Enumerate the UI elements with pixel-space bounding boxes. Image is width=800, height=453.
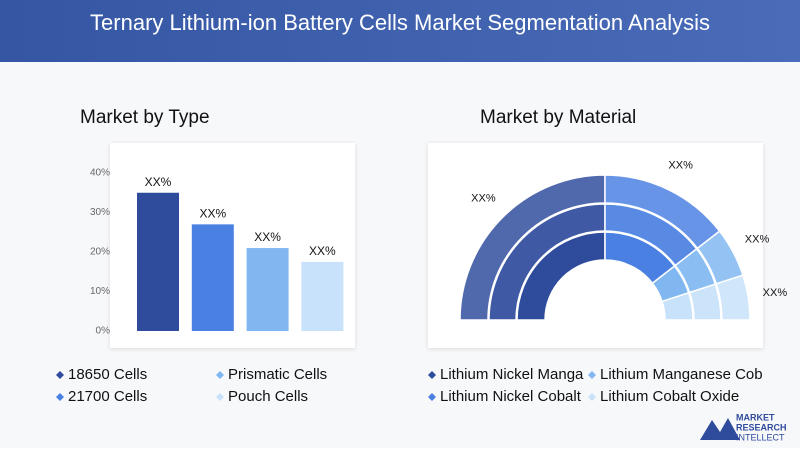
legend-marker <box>56 371 64 379</box>
page-title: Ternary Lithium-ion Battery Cells Market… <box>90 10 710 35</box>
logo-mark <box>700 418 740 440</box>
chart-title: Market by Material <box>480 107 636 128</box>
arc-segment <box>715 274 751 321</box>
data-label: XX% <box>745 233 770 245</box>
logo-text: MARKET <box>736 412 775 422</box>
legend-marker <box>216 393 224 401</box>
logo-text: INTELLECT <box>736 432 785 442</box>
logo: MARKET RESEARCH INTELLECT <box>700 412 787 442</box>
bar <box>191 224 234 331</box>
legend-label: 21700 Cells <box>68 388 147 405</box>
y-tick-label: 0% <box>96 326 111 337</box>
legend-label: Lithium Manganese Cob <box>600 366 763 383</box>
data-label: XX% <box>668 159 693 171</box>
legend-label: Lithium Nickel Cobalt <box>440 388 582 405</box>
legend-marker <box>428 393 436 401</box>
chart-title: Market by Type <box>80 107 210 128</box>
arc-segment <box>661 291 694 321</box>
data-label: XX% <box>145 175 172 189</box>
data-label: XX% <box>254 230 281 244</box>
data-label: XX% <box>763 287 788 299</box>
legend-marker <box>56 393 64 401</box>
bar <box>246 248 289 331</box>
data-label: XX% <box>309 244 336 258</box>
data-label: XX% <box>471 192 496 204</box>
legend-marker <box>216 371 224 379</box>
legend-label: Lithium Cobalt Oxide <box>600 388 739 405</box>
legend-marker <box>588 393 596 401</box>
bar <box>301 261 344 331</box>
header-band <box>0 0 800 62</box>
y-tick-label: 30% <box>90 207 110 218</box>
legend-label: Prismatic Cells <box>228 366 327 383</box>
y-tick-label: 10% <box>90 286 110 297</box>
legend-label: Pouch Cells <box>228 388 308 405</box>
legend-label: 18650 Cells <box>68 366 147 383</box>
y-tick-label: 20% <box>90 247 110 258</box>
bar <box>137 192 179 331</box>
legend-label: Lithium Nickel Manga <box>440 366 584 383</box>
arc-segment <box>688 283 722 321</box>
logo-text: RESEARCH <box>736 422 787 432</box>
legend-marker <box>588 371 596 379</box>
data-label: XX% <box>199 207 226 221</box>
legend-marker <box>428 371 436 379</box>
y-tick-label: 40% <box>90 168 110 179</box>
